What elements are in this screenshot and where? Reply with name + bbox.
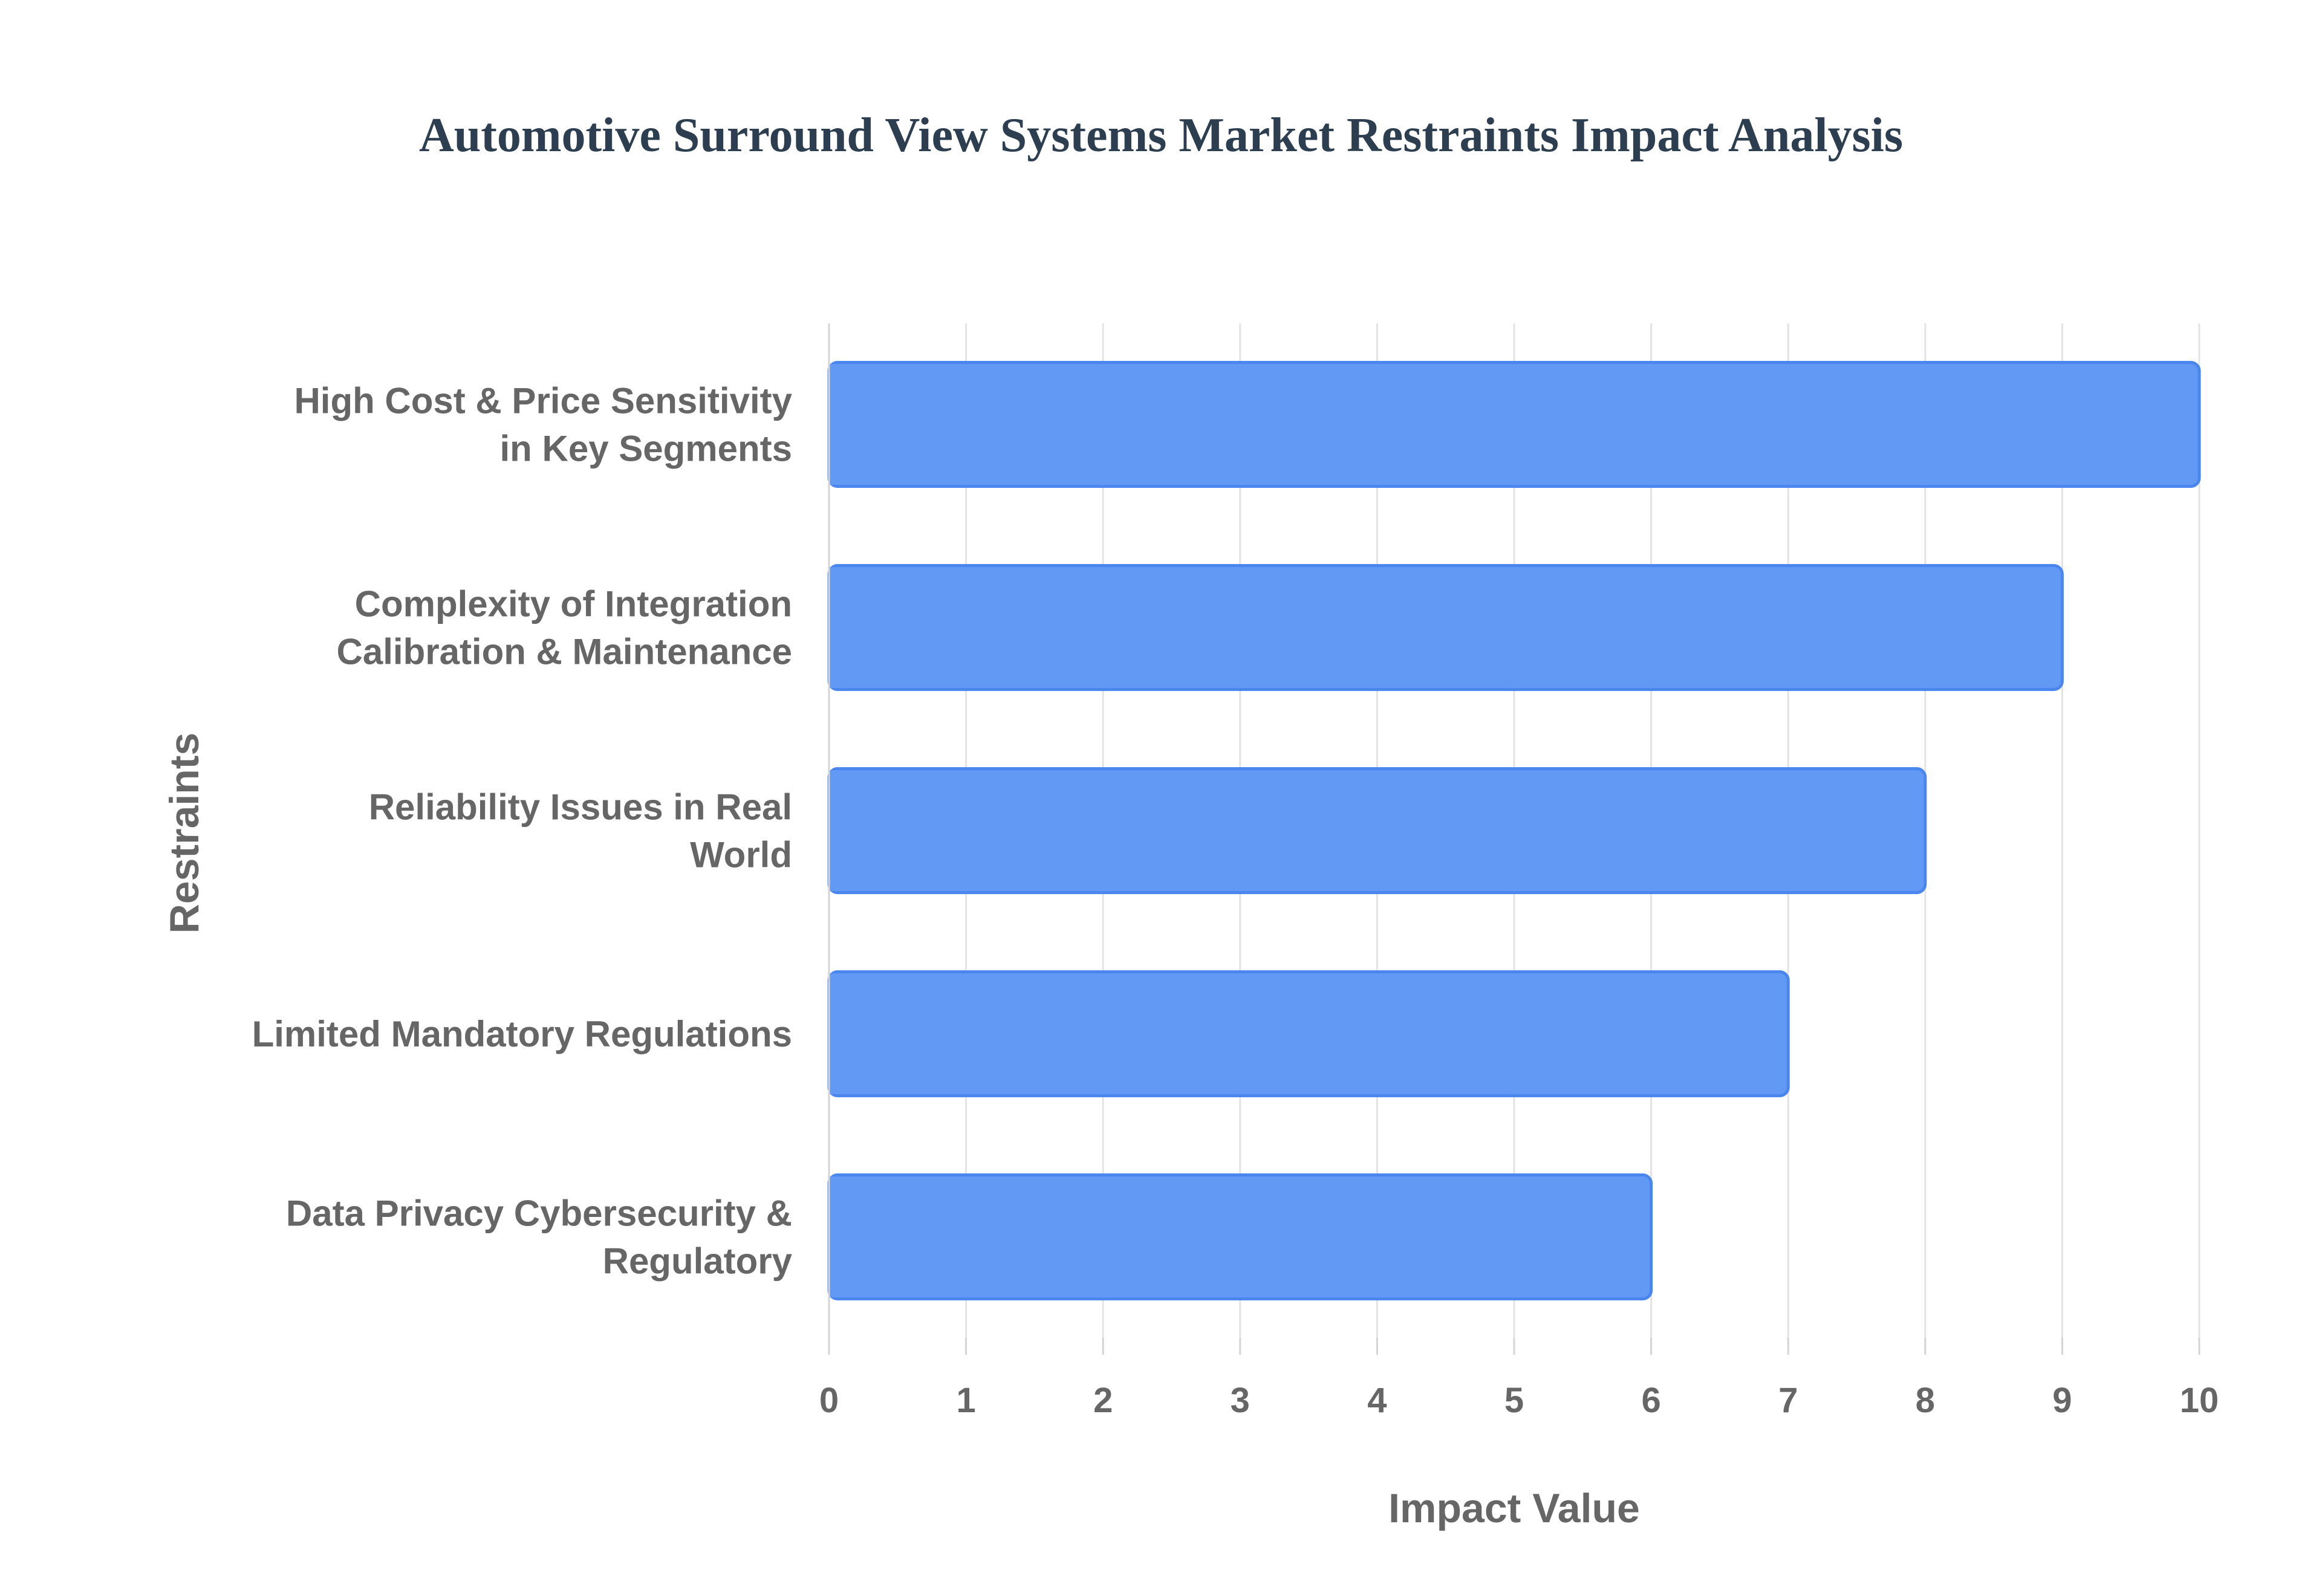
bar: [827, 564, 2064, 691]
bar: [827, 1173, 1653, 1300]
x-tick-label: 2: [1093, 1381, 1113, 1420]
x-tick-label: 0: [819, 1381, 839, 1420]
x-axis-title: Impact Value: [1388, 1485, 1640, 1531]
category-label: Calibration & Maintenance: [337, 632, 792, 672]
category-label: in Key Segments: [500, 429, 793, 469]
bar-base: [829, 770, 841, 891]
bar: [827, 361, 2201, 488]
bar: [827, 767, 1927, 894]
x-tick-label: 6: [1641, 1381, 1660, 1420]
x-tick-label: 3: [1231, 1381, 1250, 1420]
chart-title: Automotive Surround View Systems Market …: [419, 109, 1903, 162]
bar-base: [829, 1176, 841, 1297]
y-axis-title: Restraints: [161, 733, 207, 934]
category-label: Limited Mandatory Regulations: [252, 1014, 792, 1054]
category-label: Reliability Issues in Real: [369, 787, 792, 828]
x-tick-label: 5: [1504, 1381, 1524, 1420]
bar-base: [829, 567, 841, 688]
category-label: High Cost & Price Sensitivity: [294, 381, 792, 421]
category-label: Complexity of Integration: [355, 584, 792, 624]
x-tick-label: 9: [2052, 1381, 2072, 1420]
bar-base: [829, 364, 841, 485]
x-tick-label: 1: [956, 1381, 975, 1420]
x-tick-label: 10: [2180, 1381, 2219, 1420]
bars: [827, 361, 2201, 1300]
y-axis-labels: High Cost & Price Sensitivity in Key Segm…: [252, 381, 793, 1282]
bar: [827, 970, 1790, 1097]
category-label: World: [690, 835, 792, 875]
category-label: Regulatory: [603, 1241, 793, 1282]
x-tick-label: 4: [1367, 1381, 1387, 1420]
bar-base: [829, 973, 841, 1094]
category-label: Data Privacy Cybersecurity &: [286, 1193, 792, 1234]
x-axis: 0 1 2 3 4 5 6 7 8 9 10: [819, 323, 2219, 1420]
x-tick-label: 7: [1778, 1381, 1798, 1420]
x-tick-label: 8: [1916, 1381, 1935, 1420]
